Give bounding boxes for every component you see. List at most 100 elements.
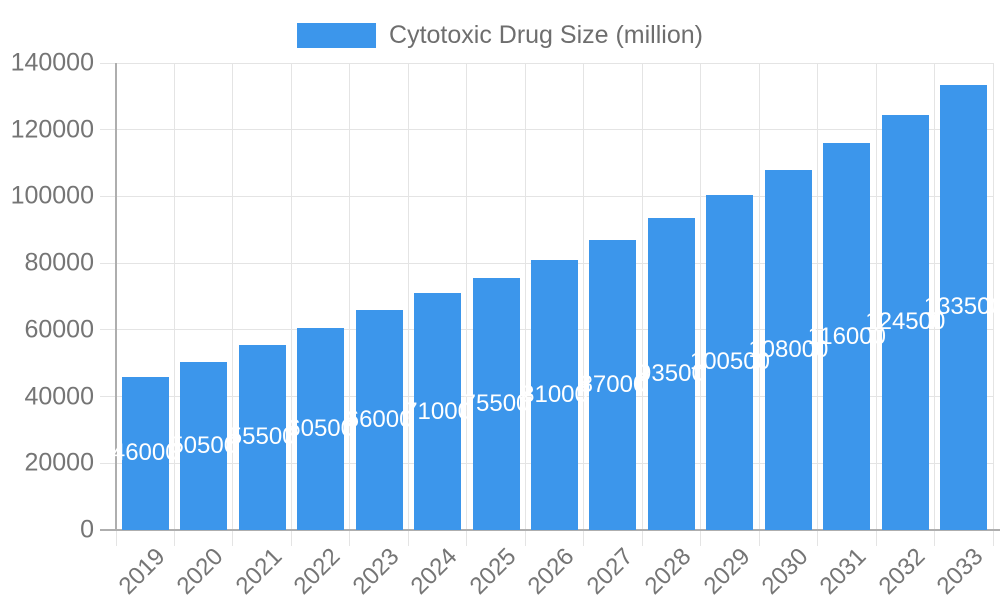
y-axis-tick-label: 120000 [10,115,94,144]
gridline-vertical [934,63,936,530]
y-axis-tick-label: 140000 [10,48,94,77]
x-axis-tick-mark [524,530,526,546]
x-axis-tick-mark [817,530,819,546]
x-axis-tick-mark [934,530,936,546]
bar-value-label: 100500 [689,348,770,376]
x-axis-tick-label: 2023 [347,543,405,600]
gridline-horizontal [116,62,993,64]
bar[interactable] [706,194,754,530]
x-axis-tick-mark [349,530,351,546]
x-axis-tick-label: 2021 [230,543,288,600]
y-axis-tick-mark [100,396,116,398]
y-axis-tick-mark [100,462,116,464]
bar-value-label: 60500 [287,415,354,443]
bar[interactable] [823,143,871,530]
x-axis-tick-label: 2026 [522,543,580,600]
gridline-vertical [758,63,760,530]
legend[interactable]: Cytotoxic Drug Size (million) [297,21,703,50]
x-axis-tick-mark [232,530,234,546]
x-axis-tick-mark [641,530,643,546]
x-axis-tick-label: 2020 [171,543,229,600]
y-axis-tick-mark [100,62,116,64]
bar[interactable] [180,361,228,530]
gridline-vertical [466,63,468,530]
x-axis-tick-mark [700,530,702,546]
bar-value-label: 71000 [404,397,471,425]
y-axis-line [115,63,117,530]
bar-value-label: 66000 [345,405,413,433]
x-axis-tick-mark [466,530,468,546]
y-axis-tick-mark [100,262,116,264]
bar-value-label: 133500 [923,293,1000,321]
bar[interactable] [764,169,812,530]
x-axis-tick-label: 2032 [873,543,931,600]
x-axis-tick-label: 2022 [288,543,346,600]
bar[interactable] [589,239,637,530]
bar-value-label: 93500 [638,360,705,388]
bar-value-label: 50500 [170,431,238,459]
bar[interactable] [297,328,345,530]
gridline-vertical [524,63,526,530]
gridline-vertical [641,63,643,530]
y-axis-tick-label: 40000 [24,382,94,411]
bar-value-label: 75500 [462,390,530,418]
gridline-vertical [290,63,292,530]
bar[interactable] [238,344,286,530]
y-axis-tick-mark [100,195,116,197]
gridline-vertical [173,63,175,530]
bar-value-label: 108000 [748,335,829,363]
gridline-vertical [700,63,702,530]
bar[interactable] [531,259,578,530]
bar-value-label: 81000 [521,380,588,408]
x-axis-tick-label: 2025 [464,543,522,600]
bar-value-label: 46000 [111,439,179,467]
x-axis-tick-mark [875,530,877,546]
bar-value-label: 116000 [807,322,886,350]
y-axis-tick-mark [100,129,116,131]
bar-value-label: 124500 [865,308,946,336]
bar-value-label: 55500 [228,423,296,451]
legend-label: Cytotoxic Drug Size (million) [389,21,703,49]
legend-swatch-icon [297,23,377,48]
x-axis-tick-mark [583,530,585,546]
x-axis-tick-mark [115,530,117,546]
x-axis-tick-mark [290,530,292,546]
x-axis-tick-label: 2024 [405,543,463,600]
x-axis-tick-label: 2029 [698,543,755,600]
y-axis-tick-label: 0 [80,515,94,544]
bar[interactable] [121,376,169,530]
bar[interactable] [472,278,520,530]
gridline-vertical [992,63,994,530]
bar[interactable] [647,218,695,530]
bar[interactable] [355,309,403,530]
x-axis-tick-mark [992,530,994,546]
x-axis-tick-label: 2028 [639,543,697,600]
gridline-vertical [817,63,819,530]
x-axis-tick-label: 2033 [932,543,989,600]
gridline-vertical [583,63,585,530]
bar[interactable] [414,293,462,530]
y-axis-tick-label: 20000 [24,448,94,477]
gridline-vertical [349,63,351,530]
gridline-horizontal [116,195,993,197]
gridline-vertical [232,63,234,530]
bar-value-label: 87000 [579,370,647,398]
gridline-horizontal [116,129,993,131]
x-axis-tick-label: 2027 [581,543,639,600]
x-axis-tick-label: 2030 [756,543,814,600]
bar[interactable] [881,114,929,530]
x-axis-tick-label: 2031 [815,543,872,600]
x-axis-tick-mark [407,530,409,546]
y-axis-tick-label: 100000 [10,181,94,210]
x-axis-tick-mark [173,530,175,546]
y-axis-tick-label: 80000 [24,248,94,277]
gridline-vertical [407,63,409,530]
x-axis-line [100,529,1000,531]
bar[interactable] [940,84,988,530]
gridline-vertical [875,63,877,530]
x-axis-tick-label: 2019 [113,543,171,600]
y-axis-tick-label: 60000 [24,315,94,344]
x-axis-tick-mark [758,530,760,546]
y-axis-tick-mark [100,329,116,331]
